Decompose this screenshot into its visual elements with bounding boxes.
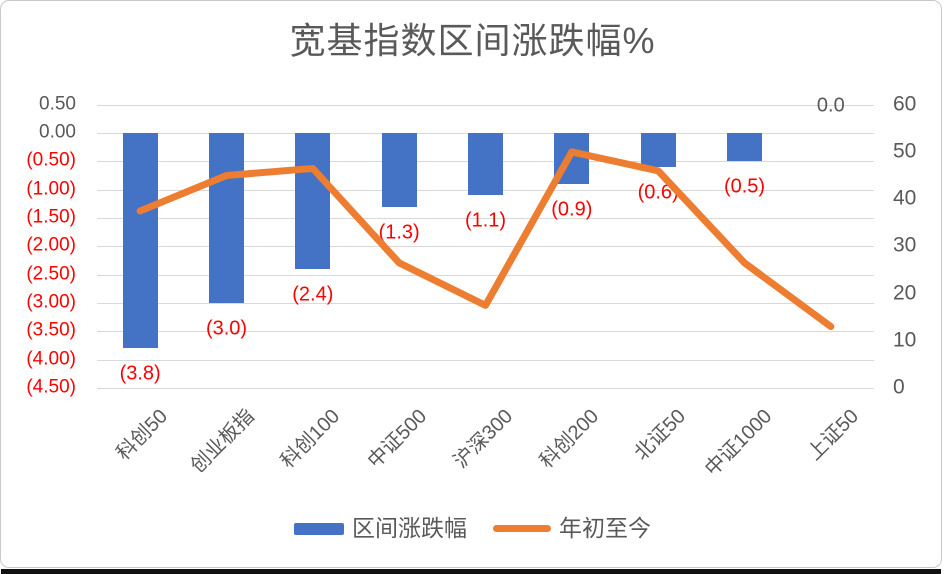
- left-axis-tick-label: (2.00): [26, 234, 76, 256]
- bar-data-label: (3.8): [119, 362, 161, 385]
- left-axis-tick-label: (1.00): [26, 178, 76, 200]
- right-axis-tick-label: 40: [893, 186, 917, 210]
- left-axis-tick-label: (3.50): [26, 319, 76, 341]
- right-axis-tick-label: 30: [893, 233, 917, 257]
- left-axis-tick-label: (4.00): [26, 348, 76, 370]
- gridline: [97, 104, 874, 106]
- category-label: 科创50: [112, 405, 172, 465]
- gridline: [97, 359, 874, 361]
- left-axis-tick-label: 0.50: [39, 93, 76, 115]
- left-axis-tick-label: (1.50): [26, 206, 76, 228]
- bar-segment: [468, 133, 503, 196]
- bar-data-label: (2.4): [292, 283, 334, 306]
- legend-label-bar-series: 区间涨跌幅: [352, 515, 467, 541]
- left-axis-tick-label: (3.00): [26, 291, 76, 313]
- left-axis-tick-label: (2.50): [26, 263, 76, 285]
- bar-segment: [727, 133, 762, 162]
- bar-data-label: (3.0): [205, 317, 248, 340]
- bar-data-label: (0.9): [551, 198, 593, 221]
- category-label: 科创100: [277, 405, 345, 473]
- bottom-divider: [1, 569, 941, 574]
- right-axis-tick-label: 10: [893, 328, 917, 352]
- bar-data-label: (1.3): [378, 221, 420, 244]
- bar-segment: [381, 133, 417, 207]
- left-axis-tick-label: 0.00: [39, 121, 76, 143]
- legend: 区间涨跌幅 年初至今: [0, 515, 945, 541]
- category-label: 沪深300: [449, 405, 518, 473]
- bar-data-label: (0.5): [723, 175, 766, 198]
- category-label: 中证500: [363, 405, 431, 473]
- bar-segment: [122, 133, 158, 349]
- bar-segment: [209, 133, 244, 303]
- left-axis-tick-label: (4.50): [26, 376, 76, 398]
- gridline: [97, 303, 874, 304]
- bar-data-label: (0.6): [637, 181, 679, 204]
- gridline: [97, 331, 874, 333]
- bar-segment: [640, 133, 676, 167]
- right-axis-tick-label: 50: [893, 139, 917, 163]
- category-label: 中证1000: [700, 405, 777, 481]
- legend-item-line-series: 年初至今: [493, 515, 651, 541]
- bar-series-swatch-icon: [294, 522, 344, 535]
- category-label: 北证50: [630, 405, 690, 465]
- right-axis-tick-label: 0: [893, 375, 905, 399]
- line-series-swatch-icon: [493, 525, 551, 533]
- right-axis-tick-label: 20: [893, 281, 917, 305]
- category-label: 科创200: [536, 405, 604, 473]
- category-label: 创业板指: [186, 405, 259, 478]
- bar-segment: [554, 133, 590, 184]
- legend-label-line-series: 年初至今: [559, 515, 651, 541]
- legend-item-bar-series: 区间涨跌幅: [294, 515, 467, 541]
- bar-data-label: 0.0: [816, 94, 845, 117]
- gridline: [97, 388, 874, 389]
- chart-title: 宽基指数区间涨跌幅%: [289, 20, 656, 61]
- left-axis-tick-label: (0.50): [26, 149, 76, 171]
- category-label: 上证50: [803, 405, 863, 465]
- right-axis-tick-label: 60: [893, 92, 917, 116]
- bar-data-label: (1.1): [464, 209, 507, 232]
- bar-segment: [295, 133, 331, 269]
